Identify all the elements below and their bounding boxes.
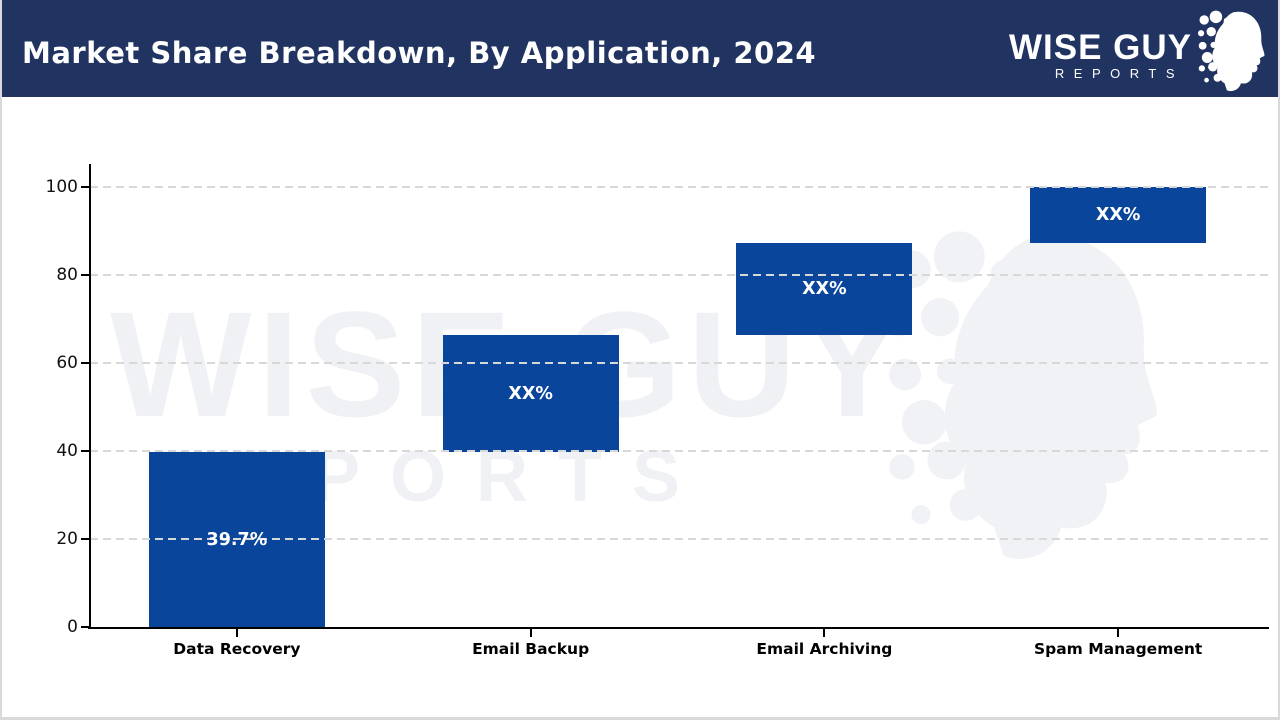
- bar-spam-management: [1030, 187, 1207, 243]
- gridline-100: [90, 186, 1269, 188]
- bar-value-label: XX%: [802, 279, 847, 300]
- dotted-head-profile-icon: [1197, 10, 1265, 92]
- gridline-40: [90, 450, 1269, 452]
- bar-email-archiving: [736, 242, 913, 336]
- y-tick-mark: [81, 274, 89, 276]
- page-title: Market Share Breakdown, By Application, …: [22, 36, 817, 70]
- gridline-60: [90, 362, 1269, 364]
- y-tick-mark: [81, 538, 89, 540]
- x-axis-line: [88, 627, 1269, 629]
- bar-value-label: XX%: [508, 383, 553, 404]
- x-category-label: Email Backup: [472, 640, 590, 658]
- x-category-label: Email Archiving: [756, 640, 893, 658]
- gridline-80: [90, 274, 1269, 276]
- header-banner: Market Share Breakdown, By Application, …: [2, 0, 1278, 97]
- bar-value-label: XX%: [1095, 204, 1141, 225]
- y-tick-label: 0: [67, 617, 78, 637]
- x-category-label: Spam Management: [1033, 640, 1203, 658]
- y-tick-label: 80: [56, 265, 78, 285]
- y-tick-mark: [81, 450, 89, 452]
- gridline-20: [90, 538, 1269, 540]
- y-tick-label: 60: [56, 353, 78, 373]
- logo-subtitle: REPORTS: [1054, 66, 1184, 81]
- x-tick-mark: [823, 629, 826, 637]
- y-tick-label: 20: [56, 529, 78, 549]
- y-tick-label: 40: [56, 441, 78, 461]
- x-category-label: Data Recovery: [173, 640, 301, 658]
- y-axis-line: [89, 164, 91, 629]
- y-tick-mark: [81, 186, 89, 188]
- x-tick-mark: [529, 629, 532, 637]
- bar-email-backup: [442, 335, 619, 453]
- y-tick-mark: [81, 626, 89, 628]
- watermark-head-icon: [886, 231, 1157, 560]
- bar-value-label: 39.7%: [206, 529, 268, 550]
- x-tick-mark: [235, 629, 238, 637]
- y-tick-label: 100: [45, 177, 78, 197]
- x-tick-mark: [1117, 629, 1120, 637]
- wise-guy-reports-logo: WISE GUY REPORTS: [1009, 4, 1270, 94]
- logo-wordmark: WISE GUY: [1008, 28, 1192, 67]
- y-tick-mark: [81, 362, 89, 364]
